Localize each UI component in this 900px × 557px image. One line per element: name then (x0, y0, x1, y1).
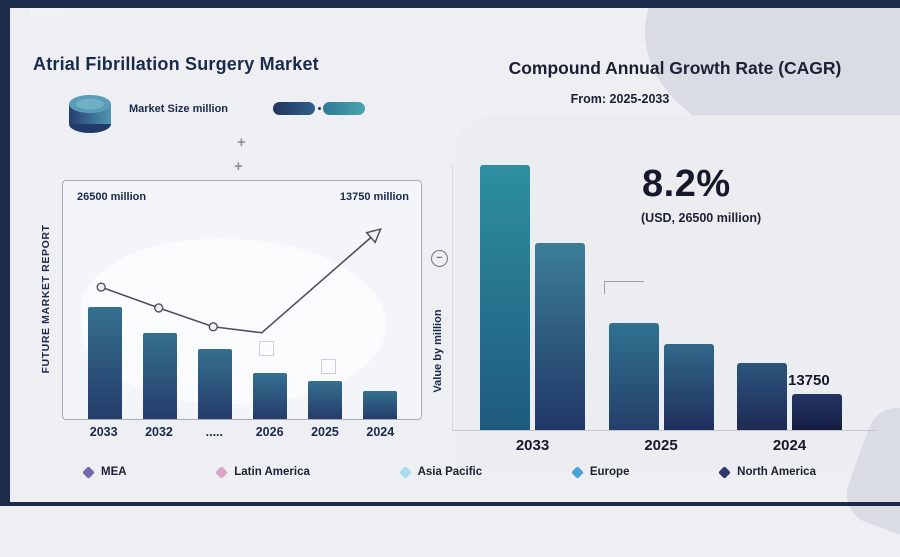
database-cylinder-icon (69, 95, 111, 133)
legend-label: Europe (589, 466, 630, 478)
legend-label: Latin America (234, 466, 310, 478)
right-x-label: 2033 (515, 437, 550, 454)
legend-label: Asia Pacific (417, 466, 483, 478)
legend-label: North America (737, 466, 816, 478)
cagr-bar (663, 344, 714, 430)
cagr-bar-group-2024 (737, 363, 842, 430)
cagr-bar (480, 165, 530, 430)
legend-label: MEA (101, 466, 127, 478)
market-size-bar-2033 (87, 307, 122, 419)
left-x-label: 2026 (255, 425, 284, 439)
left-x-label: 2032 (145, 425, 173, 439)
pill-decoration-right (323, 102, 365, 115)
legend-item-north-america: North America (718, 465, 816, 479)
market-size-bar-2026 (252, 373, 287, 419)
cagr-bar-group-2033 (480, 165, 585, 430)
value-callout: 13750 (788, 372, 830, 389)
market-size-bar-2025 (307, 381, 342, 419)
right-chart-subtitle: From: 2025-2033 (570, 92, 670, 106)
chart-value-2024: 13750 million (339, 191, 409, 203)
frame-top-bar (0, 0, 900, 8)
ghost-square-decoration (259, 341, 274, 356)
pill-decoration-left (273, 102, 315, 115)
cagr-bar (535, 243, 585, 430)
legend-item-europe: Europe (570, 465, 630, 479)
right-y-axis-label: Value by million (432, 309, 444, 393)
right-x-axis-labels: 2033 2025 2024 (480, 437, 842, 454)
y-axis-line (452, 165, 453, 430)
frame-bottom-bar (0, 502, 900, 506)
left-x-label: 2024 (366, 425, 395, 439)
right-x-label: 2024 (772, 437, 807, 454)
market-size-bars (63, 181, 421, 419)
cagr-bars (480, 165, 842, 430)
frame-left-bar (0, 0, 10, 506)
pill-divider-dot (318, 107, 321, 110)
market-size-legend-label: Market Size million (129, 103, 229, 115)
right-x-label: 2025 (644, 437, 678, 454)
market-size-bar-2032 (142, 333, 177, 419)
legend-diamond-icon (398, 465, 412, 479)
ghost-square-decoration (321, 359, 336, 374)
plus-icon: + (237, 134, 246, 151)
market-size-chart: 26500 million 13750 million (62, 180, 422, 420)
step-line-decoration (604, 281, 644, 294)
legend-diamond-icon (82, 465, 95, 479)
cagr-value: 8.2% (642, 163, 731, 205)
left-chart-title: Atrial Fibrillation Surgery Market (33, 54, 319, 74)
plus-icon: + (234, 158, 243, 175)
cagr-bar (792, 394, 842, 430)
right-chart-title: Compound Annual Growth Rate (CAGR) (508, 58, 842, 78)
chart-value-2033: 26500 million (77, 191, 147, 203)
x-axis-line (452, 430, 876, 431)
legend-diamond-icon (570, 465, 584, 479)
cagr-bar (737, 363, 787, 430)
region-legend: MEA Latin America Asia Pacific Europe North … (82, 465, 816, 479)
cagr-bar-group-2025 (608, 323, 714, 430)
cagr-bar (608, 323, 659, 430)
legend-item-latin-america: Latin America (215, 465, 310, 479)
legend-diamond-icon (215, 465, 229, 479)
left-x-axis-labels: 2033 2032..... 2026 2025 2024 (62, 425, 422, 439)
minus-icon: − (431, 250, 448, 267)
legend-item-asia-pacific: Asia Pacific (398, 465, 483, 479)
trend-arrow (96, 227, 382, 334)
legend-diamond-icon (718, 465, 732, 479)
left-y-axis-label: FUTURE MARKET REPORT (40, 224, 52, 374)
market-size-bar-..... (197, 349, 232, 419)
cagr-detail: (USD, 26500 million) (641, 211, 762, 225)
left-x-label: ..... (205, 425, 223, 439)
market-size-bar-2024 (362, 391, 397, 419)
legend-item-mea: MEA (82, 465, 127, 479)
background-shape-cloud (81, 239, 386, 404)
left-x-label: 2025 (311, 425, 339, 439)
frame-notch-decoration (30, 8, 64, 15)
left-x-label: 2033 (89, 425, 118, 439)
